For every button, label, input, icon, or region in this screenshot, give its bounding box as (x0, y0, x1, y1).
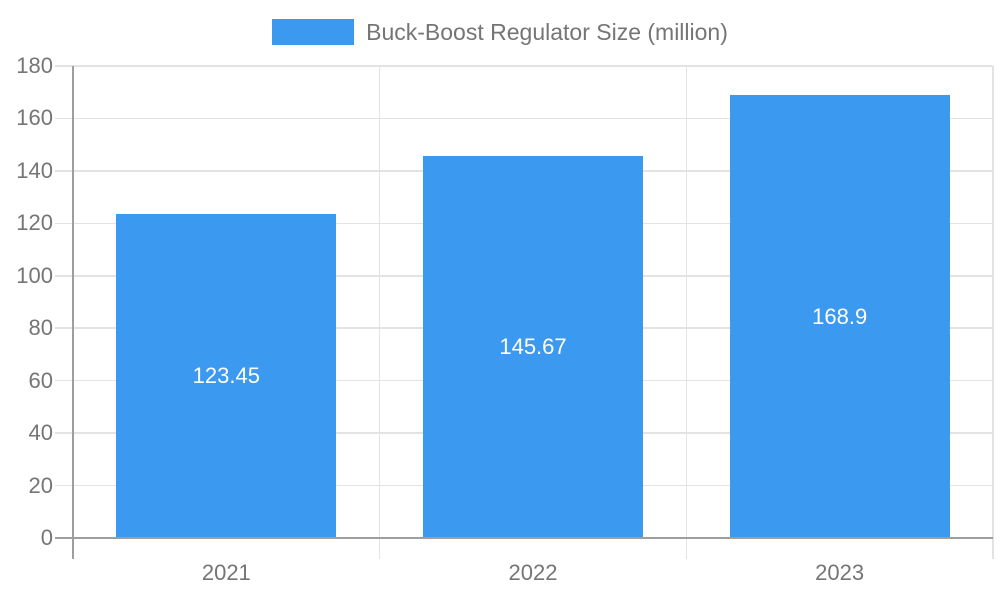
y-tick-mark (55, 65, 73, 67)
y-tick-mark (55, 222, 73, 225)
x-tick-label: 2023 (815, 560, 865, 585)
y-tick-label: 160 (16, 105, 53, 131)
y-tick-label: 100 (16, 262, 53, 288)
y-tick-label: 40 (28, 420, 53, 446)
gridline-h (73, 117, 993, 120)
bar[interactable] (116, 214, 337, 538)
x-tick-mark (992, 538, 994, 559)
legend-label: Buck-Boost Regulator Size (million) (366, 19, 728, 45)
x-tick-mark (378, 538, 381, 559)
y-tick-mark (55, 117, 73, 120)
bar[interactable] (423, 156, 643, 538)
y-tick-label: 80 (28, 315, 53, 341)
y-tick-mark (55, 170, 73, 172)
y-tick-label: 0 (40, 525, 53, 550)
y-tick-label: 20 (28, 472, 53, 498)
y-tick-label: 180 (16, 53, 53, 78)
bar-value-label: 123.45 (192, 363, 260, 389)
y-tick-mark (55, 275, 73, 277)
y-tick-mark (55, 484, 73, 487)
y-tick-label: 140 (16, 157, 53, 183)
legend[interactable]: Buck-Boost Regulator Size (million) (0, 18, 1000, 46)
gridline-v (378, 66, 381, 538)
x-tick-label: 2022 (508, 560, 558, 585)
bar[interactable] (729, 95, 950, 538)
gridline-v (992, 66, 994, 538)
gridline-v (685, 66, 688, 538)
y-tick-mark (55, 379, 73, 382)
y-tick-mark (55, 432, 73, 434)
bar-value-label: 168.9 (812, 303, 868, 329)
y-tick-mark (55, 327, 73, 329)
axis-line-y (72, 66, 74, 559)
y-tick-label: 60 (28, 367, 53, 393)
legend-swatch (272, 19, 355, 45)
x-tick-mark (685, 538, 688, 559)
gridline-h (73, 65, 993, 67)
y-tick-label: 120 (16, 210, 53, 236)
bar-value-label: 145.67 (499, 334, 567, 359)
x-tick-label: 2021 (201, 560, 251, 585)
axis-line-x (55, 537, 993, 539)
